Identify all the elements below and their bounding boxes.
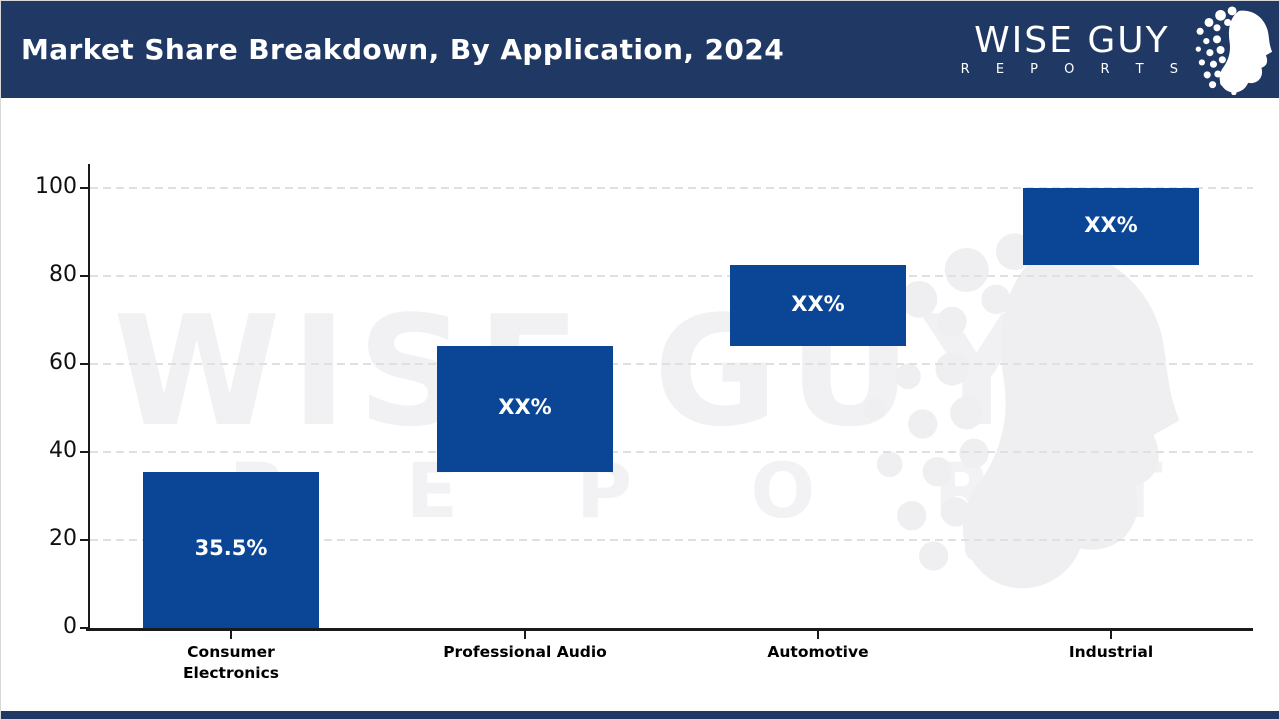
y-tick-mark-40 xyxy=(80,451,88,453)
gridline-y20 xyxy=(90,539,1253,541)
y-tick-mark-100 xyxy=(80,187,88,189)
bar-industrial xyxy=(1023,188,1199,265)
x-axis-line xyxy=(86,628,1253,631)
y-tick-label-40: 40 xyxy=(49,438,77,463)
bar-value-label: XX% xyxy=(1084,212,1138,237)
watermark-head-icon xyxy=(864,233,1180,589)
footer-bar xyxy=(1,711,1279,719)
x-label-industrial: Industrial xyxy=(1068,643,1154,661)
y-tick-label-0: 0 xyxy=(63,614,77,639)
y-tick-mark-0 xyxy=(80,627,88,629)
gridline-y60 xyxy=(90,363,1253,365)
logo-subtext: R E P O R T S xyxy=(960,62,1189,77)
bar-value-label: XX% xyxy=(791,291,845,316)
x-tick-2 xyxy=(817,631,819,639)
header-bar: Market Share Breakdown, By Application, … xyxy=(1,1,1279,98)
gridline-y80 xyxy=(90,275,1253,277)
y-tick-mark-60 xyxy=(80,363,88,365)
y-tick-label-60: 60 xyxy=(49,350,77,375)
wise-guy-logo: WISE GUY R E P O R T S xyxy=(955,5,1273,95)
bar-value-label: XX% xyxy=(498,395,552,420)
logo-text: WISE GUY R E P O R T S xyxy=(955,20,1189,78)
y-axis-line xyxy=(88,164,90,631)
chart-title: Market Share Breakdown, By Application, … xyxy=(21,33,785,66)
gridline-y40 xyxy=(90,451,1253,453)
header-background xyxy=(1,1,1279,98)
bar-value-label: 35.5% xyxy=(194,535,268,560)
x-label-consumer-electronics: Consumer Electronics xyxy=(182,643,280,682)
gridline-y100 xyxy=(90,187,1253,189)
x-tick-3 xyxy=(1110,631,1112,639)
logo-head-icon xyxy=(1195,5,1273,95)
y-tick-mark-20 xyxy=(80,539,88,541)
y-tick-label-80: 80 xyxy=(49,262,77,287)
y-tick-mark-80 xyxy=(80,275,88,277)
logo-wordmark: WISE GUY xyxy=(974,20,1170,61)
y-tick-label-20: 20 xyxy=(49,526,77,551)
bar-professional-audio xyxy=(437,346,613,472)
bar-consumer-electronics xyxy=(143,471,319,628)
x-label-automotive: Automotive xyxy=(767,643,869,661)
y-tick-label-100: 100 xyxy=(35,174,77,199)
bar-automotive xyxy=(730,265,906,347)
x-tick-1 xyxy=(524,631,526,639)
x-tick-0 xyxy=(230,631,232,639)
x-label-professional-audio: Professional Audio xyxy=(443,643,607,661)
